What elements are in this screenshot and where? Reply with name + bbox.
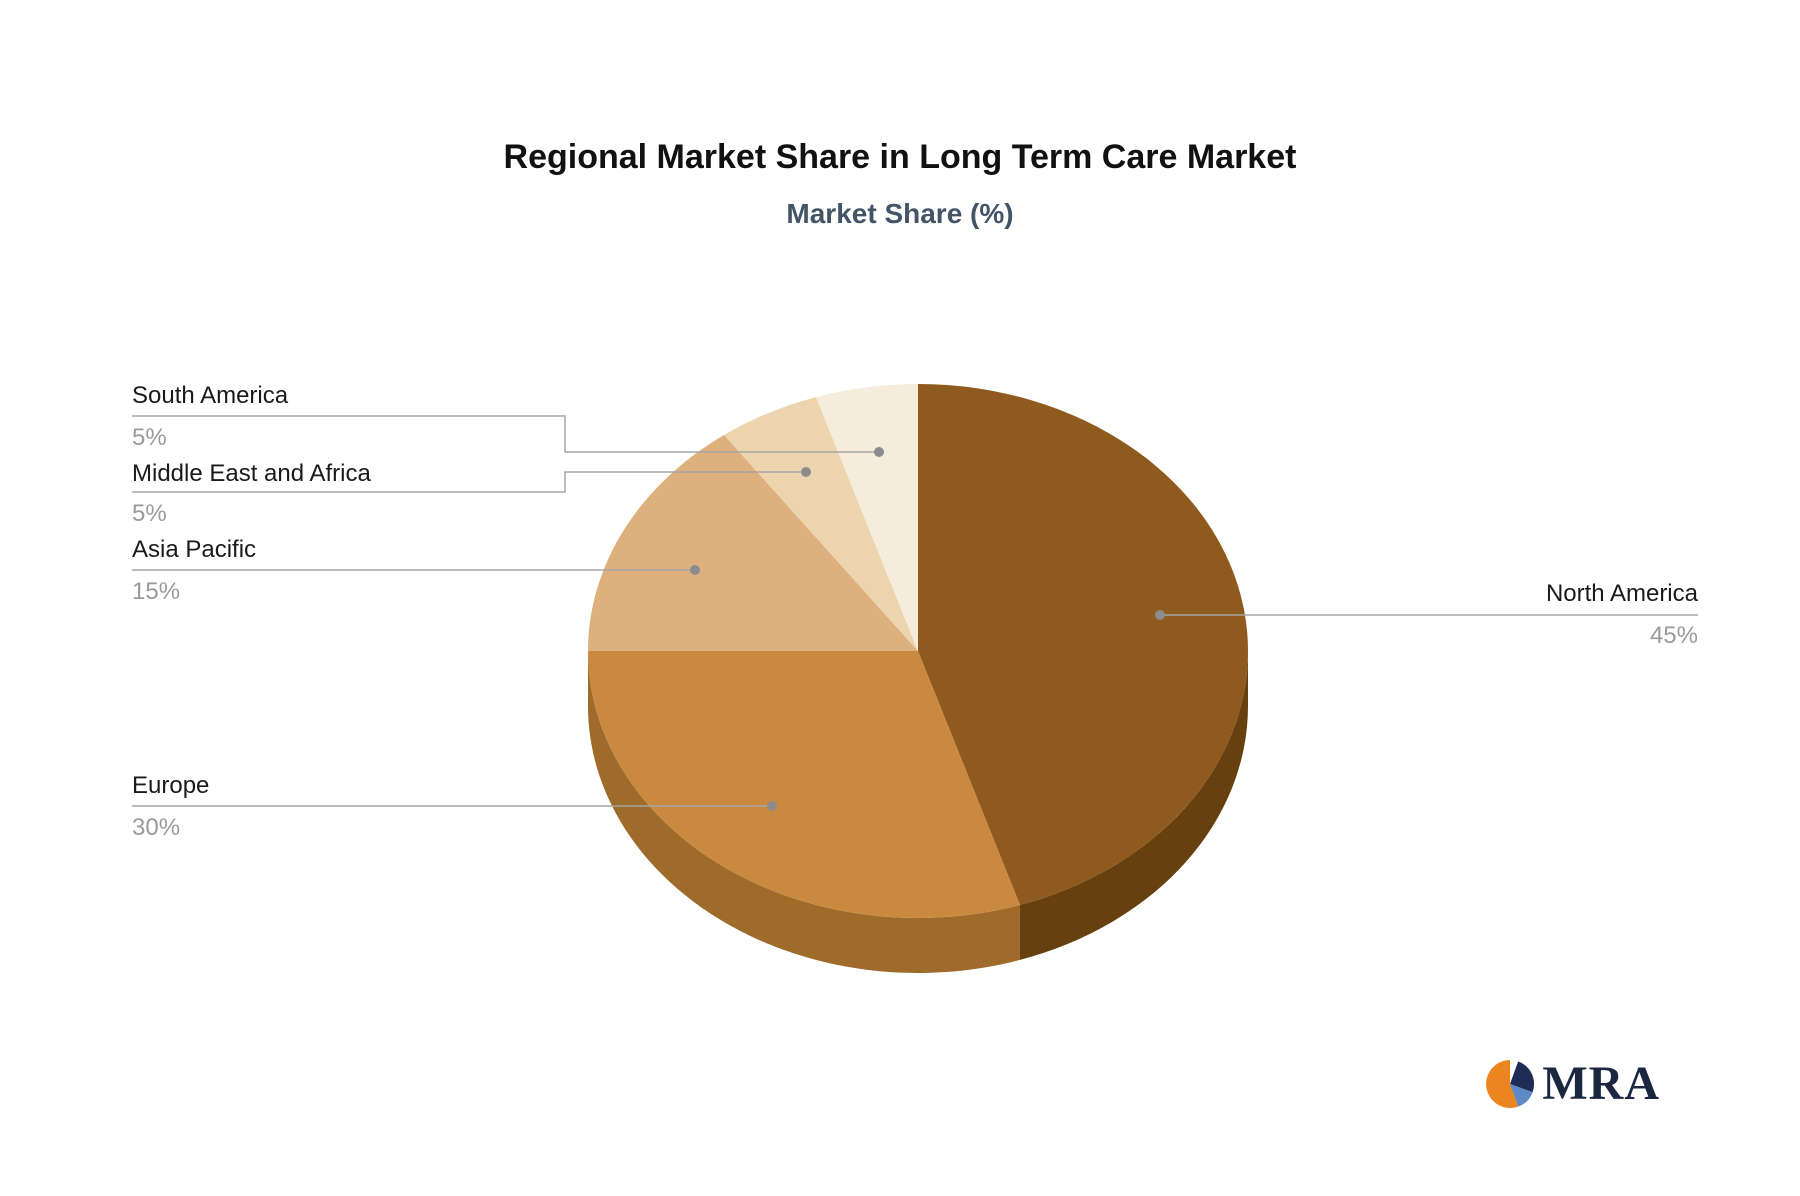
label-europe-pct: 30%	[132, 814, 181, 841]
mra-logo-icon	[1486, 1059, 1535, 1108]
label-middle-east-africa: Middle East and Africa	[132, 460, 371, 488]
pie-slice-side-north-america	[1019, 651, 1248, 960]
logo-segment-orange	[1486, 1059, 1519, 1108]
label-europe-name: Europe	[132, 772, 210, 799]
pie-slice-asia-pacific[interactable]	[588, 434, 918, 651]
label-middle-east-africa-name: Middle East and Africa	[132, 460, 371, 487]
leader-dot-middle-east-and-africa	[801, 467, 811, 477]
label-south-america-name: South America	[132, 382, 289, 409]
leader-dot-north-america	[1155, 610, 1165, 620]
pie-slice-north-america[interactable]	[918, 384, 1248, 905]
logo-segment-blue	[1510, 1083, 1533, 1107]
label-asia-pacific-name: Asia Pacific	[132, 536, 257, 563]
pie-slice-south-america[interactable]	[816, 384, 918, 651]
pie-slice-europe[interactable]	[588, 651, 1020, 918]
chart-title: Regional Market Share in Long Term Care …	[503, 138, 1297, 176]
leader-dot-asia-pacific	[690, 565, 700, 575]
label-north-america-pct: 45%	[1649, 622, 1698, 649]
leader-line-south-america	[132, 415, 879, 453]
label-south-america-pct: 5%	[132, 424, 167, 451]
label-europe: Europe	[132, 772, 209, 800]
pie-slice-side-europe	[588, 651, 1020, 973]
leader-dot-europe	[767, 801, 777, 811]
leader-line-middle-east-and-africa	[132, 471, 806, 493]
label-asia-pacific: Asia Pacific	[132, 536, 256, 564]
mra-logo-text: MRA	[1542, 1057, 1660, 1110]
label-asia-pacific-pct: 15%	[132, 578, 181, 605]
label-north-america: North America	[1546, 580, 1698, 608]
label-middle-east-africa-pct: 5%	[132, 500, 167, 527]
brand-logo: MRA	[1484, 1056, 1660, 1111]
logo-segment-navy	[1510, 1060, 1535, 1092]
label-south-america: South America	[132, 382, 288, 410]
leader-dot-south-america	[874, 447, 884, 457]
logo-segment-white	[1510, 1059, 1519, 1084]
chart-subtitle: Market Share (%)	[786, 198, 1014, 229]
pie-slice-middle-east-and-africa[interactable]	[724, 397, 918, 651]
label-north-america-name: North America	[1545, 580, 1698, 607]
